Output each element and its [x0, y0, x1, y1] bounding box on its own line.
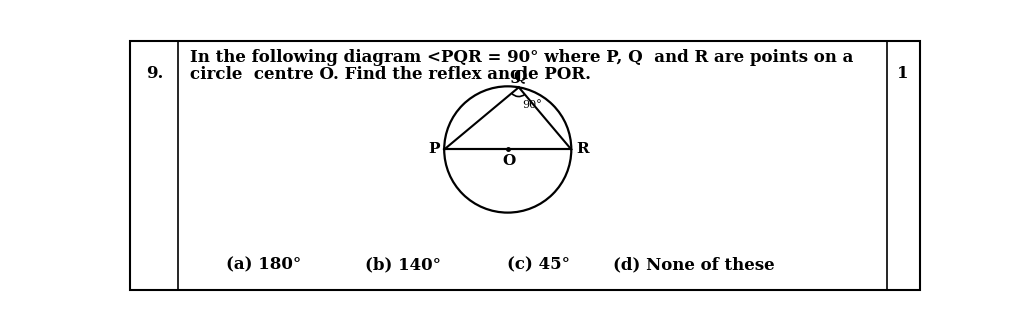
Text: 90°: 90° — [522, 100, 543, 110]
Text: (c) 45°: (c) 45° — [507, 256, 570, 274]
Text: O: O — [503, 154, 516, 168]
Text: 1: 1 — [897, 65, 908, 82]
Text: P: P — [428, 142, 439, 156]
Text: (d) None of these: (d) None of these — [613, 256, 774, 274]
Text: (b) 140°: (b) 140° — [366, 256, 441, 274]
Text: In the following diagram <PQR = 90° where P, Q  and R are points on a: In the following diagram <PQR = 90° wher… — [190, 50, 853, 66]
Text: Q: Q — [514, 69, 527, 83]
Text: circle  centre O. Find the reflex angle POR.: circle centre O. Find the reflex angle P… — [190, 66, 591, 83]
Text: R: R — [575, 142, 589, 156]
Text: 9.: 9. — [145, 65, 163, 82]
Text: (a) 180°: (a) 180° — [226, 256, 301, 274]
